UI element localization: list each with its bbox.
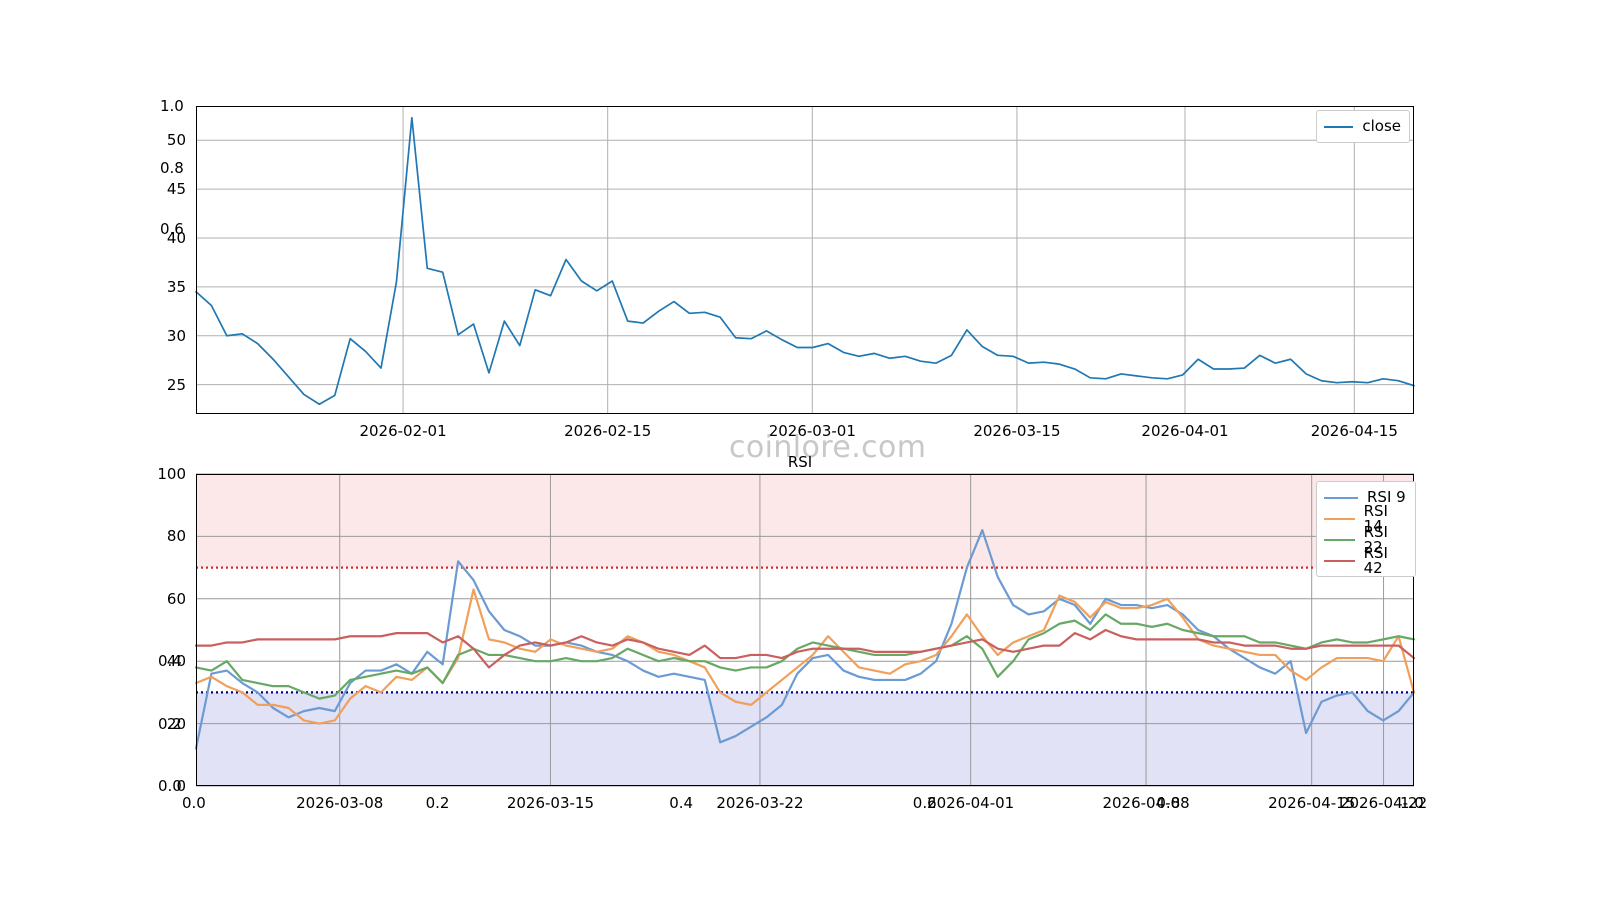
- rsi-chart-svg: [194, 473, 1416, 787]
- rsi-x-tick: 2026-04-22: [1339, 794, 1428, 812]
- price-x-tick: 2026-02-01: [359, 422, 447, 440]
- legend-label: RSI 42: [1363, 543, 1388, 577]
- rsi-x-tick: 2026-03-22: [716, 794, 804, 812]
- legend-swatch-icon: [1324, 517, 1355, 520]
- price-chart-legend[interactable]: close: [1316, 110, 1410, 143]
- price-x-tick: 2026-03-15: [973, 422, 1061, 440]
- rsi-x-tick: 2026-04-15: [1268, 794, 1356, 812]
- price-overlay-y-tick: 0.8: [160, 158, 184, 177]
- price-chart-panel: [195, 106, 1415, 414]
- rsi-x-tick: 2026-03-15: [506, 794, 595, 812]
- legend-swatch-icon: [1324, 538, 1355, 541]
- rsi-x-tick: 2026-03-08: [296, 794, 384, 812]
- rsi-panel-title: RSI: [787, 453, 813, 471]
- price-overlay-y-tick: 1.0: [160, 97, 184, 115]
- price-x-tick: 2026-03-01: [768, 422, 856, 440]
- rsi-overlay-x-tick: 0.6: [912, 794, 937, 812]
- price-chart-svg: [195, 106, 1415, 414]
- rsi-y-tick: 0: [176, 777, 186, 795]
- price-y-tick: 45: [166, 180, 186, 199]
- legend-item-rsi-9[interactable]: RSI 9: [1324, 487, 1407, 508]
- legend-label: RSI 14: [1363, 501, 1388, 535]
- rsi-overlay-x-tick: 0.4: [669, 794, 694, 812]
- legend-label: RSI 22: [1363, 522, 1388, 556]
- rsi-overlay-x-tick: 0.2: [425, 794, 450, 812]
- rsi-overlay-x-tick: 0.8: [1156, 794, 1181, 812]
- rsi-y-tick: 60: [166, 589, 186, 608]
- rsi-y-tick: 100: [157, 465, 186, 483]
- watermark: coinlore.com: [729, 430, 927, 465]
- rsi-y-tick: 40: [166, 652, 186, 671]
- rsi-x-tick: 2026-04-08: [1102, 794, 1190, 812]
- price-overlay-y-tick: 0.6: [160, 220, 184, 239]
- legend-swatch-icon: [1324, 559, 1355, 562]
- rsi-y-tick: 80: [166, 527, 186, 546]
- price-x-tick: 2026-04-01: [1141, 422, 1229, 440]
- legend-label: close: [1362, 117, 1401, 135]
- price-x-tick: 2026-02-15: [564, 422, 652, 440]
- rsi-overlay-x-tick: 0.0: [182, 794, 206, 812]
- legend-swatch-icon: [1324, 125, 1354, 128]
- rsi-overlay-y-tick: 0.2: [158, 714, 182, 733]
- price-x-tick: 2026-04-15: [1310, 422, 1398, 440]
- legend-item-rsi-42[interactable]: RSI 42: [1324, 545, 1407, 575]
- rsi-x-tick: 2026-04-01: [927, 794, 1015, 812]
- rsi-overlay-x-tick: 1.0: [1400, 794, 1424, 812]
- legend-item-close[interactable]: close: [1324, 116, 1401, 137]
- rsi-chart-legend[interactable]: RSI 9 RSI 14 RSI 22 RSI 42: [1316, 481, 1416, 577]
- legend-swatch-icon: [1324, 496, 1358, 499]
- price-y-tick: 25: [166, 375, 186, 394]
- legend-label: RSI 9: [1367, 488, 1406, 506]
- price-y-tick: 35: [166, 277, 186, 296]
- price-y-tick: 30: [166, 326, 186, 345]
- rsi-chart-panel: [194, 473, 1416, 787]
- rsi-y-tick: 20: [166, 714, 186, 733]
- rsi-overlay-y-tick: 0.0: [158, 777, 182, 795]
- price-y-tick: 50: [166, 131, 186, 150]
- price-y-tick: 40: [166, 229, 186, 247]
- rsi-overlay-y-tick: 0.4: [158, 652, 182, 671]
- legend-item-rsi-14[interactable]: RSI 14: [1324, 503, 1407, 533]
- legend-item-rsi-22[interactable]: RSI 22: [1324, 524, 1407, 554]
